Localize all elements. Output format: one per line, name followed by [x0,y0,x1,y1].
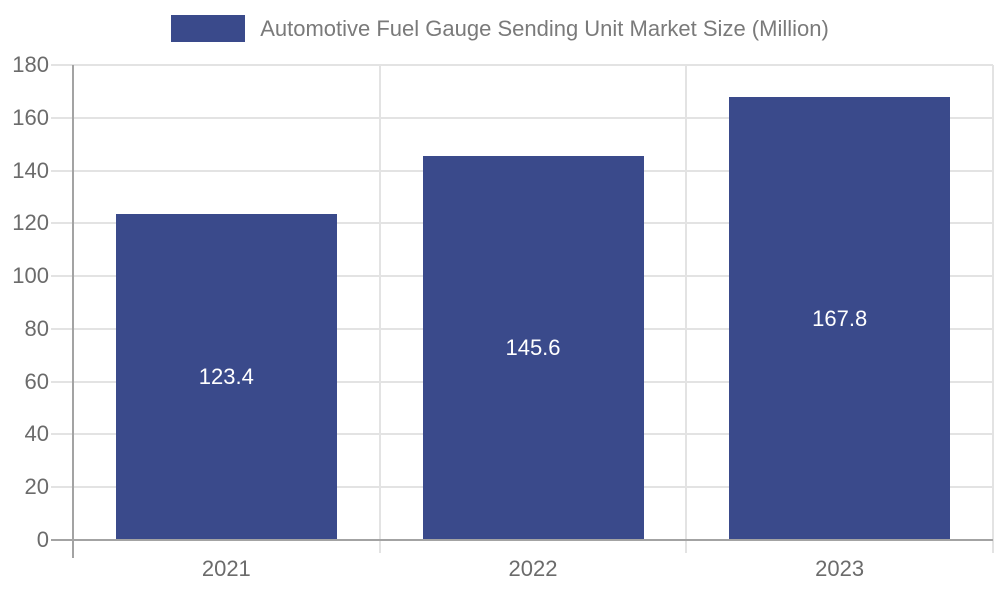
gridline-vertical [378,65,381,553]
y-axis-label: 0 [36,527,49,552]
y-axis-label: 120 [12,210,49,236]
x-axis-label: 2023 [815,556,865,581]
gridline-horizontal [51,116,993,119]
y-axis-line [72,65,74,558]
bar-value-label: 123.4 [198,364,254,390]
y-axis-label: 160 [12,104,49,130]
legend[interactable]: Automotive Fuel Gauge Sending Unit Marke… [0,15,1000,42]
bar-value-label: 145.6 [505,334,561,360]
y-axis-label: 80 [24,315,49,341]
x-axis-line [51,539,993,541]
bar-value-label: 167.8 [812,305,868,331]
x-axis-label: 2022 [508,556,558,581]
gridline-vertical [685,65,688,553]
x-axis-label: 2021 [201,556,251,581]
legend-label: Automotive Fuel Gauge Sending Unit Marke… [260,16,829,41]
bar[interactable]: 123.4 [115,214,337,540]
bar[interactable]: 145.6 [422,155,644,540]
gridline-horizontal [51,64,993,66]
bar[interactable]: 167.8 [729,97,951,540]
y-axis-label: 180 [12,52,49,77]
y-axis-label: 100 [12,263,49,289]
y-axis-label: 140 [12,157,49,183]
legend-swatch [171,15,246,42]
gridline-vertical [992,65,994,553]
y-axis-label: 60 [24,368,49,394]
y-axis-label: 20 [24,474,49,500]
y-axis-label: 40 [24,421,49,447]
